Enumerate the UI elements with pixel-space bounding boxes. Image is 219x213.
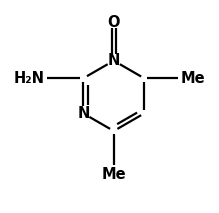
Text: Me: Me [101,167,126,182]
Text: N: N [108,53,120,68]
Text: H₂N: H₂N [14,71,45,86]
Text: Me: Me [180,71,205,86]
Text: O: O [108,15,120,30]
Text: N: N [77,106,90,121]
